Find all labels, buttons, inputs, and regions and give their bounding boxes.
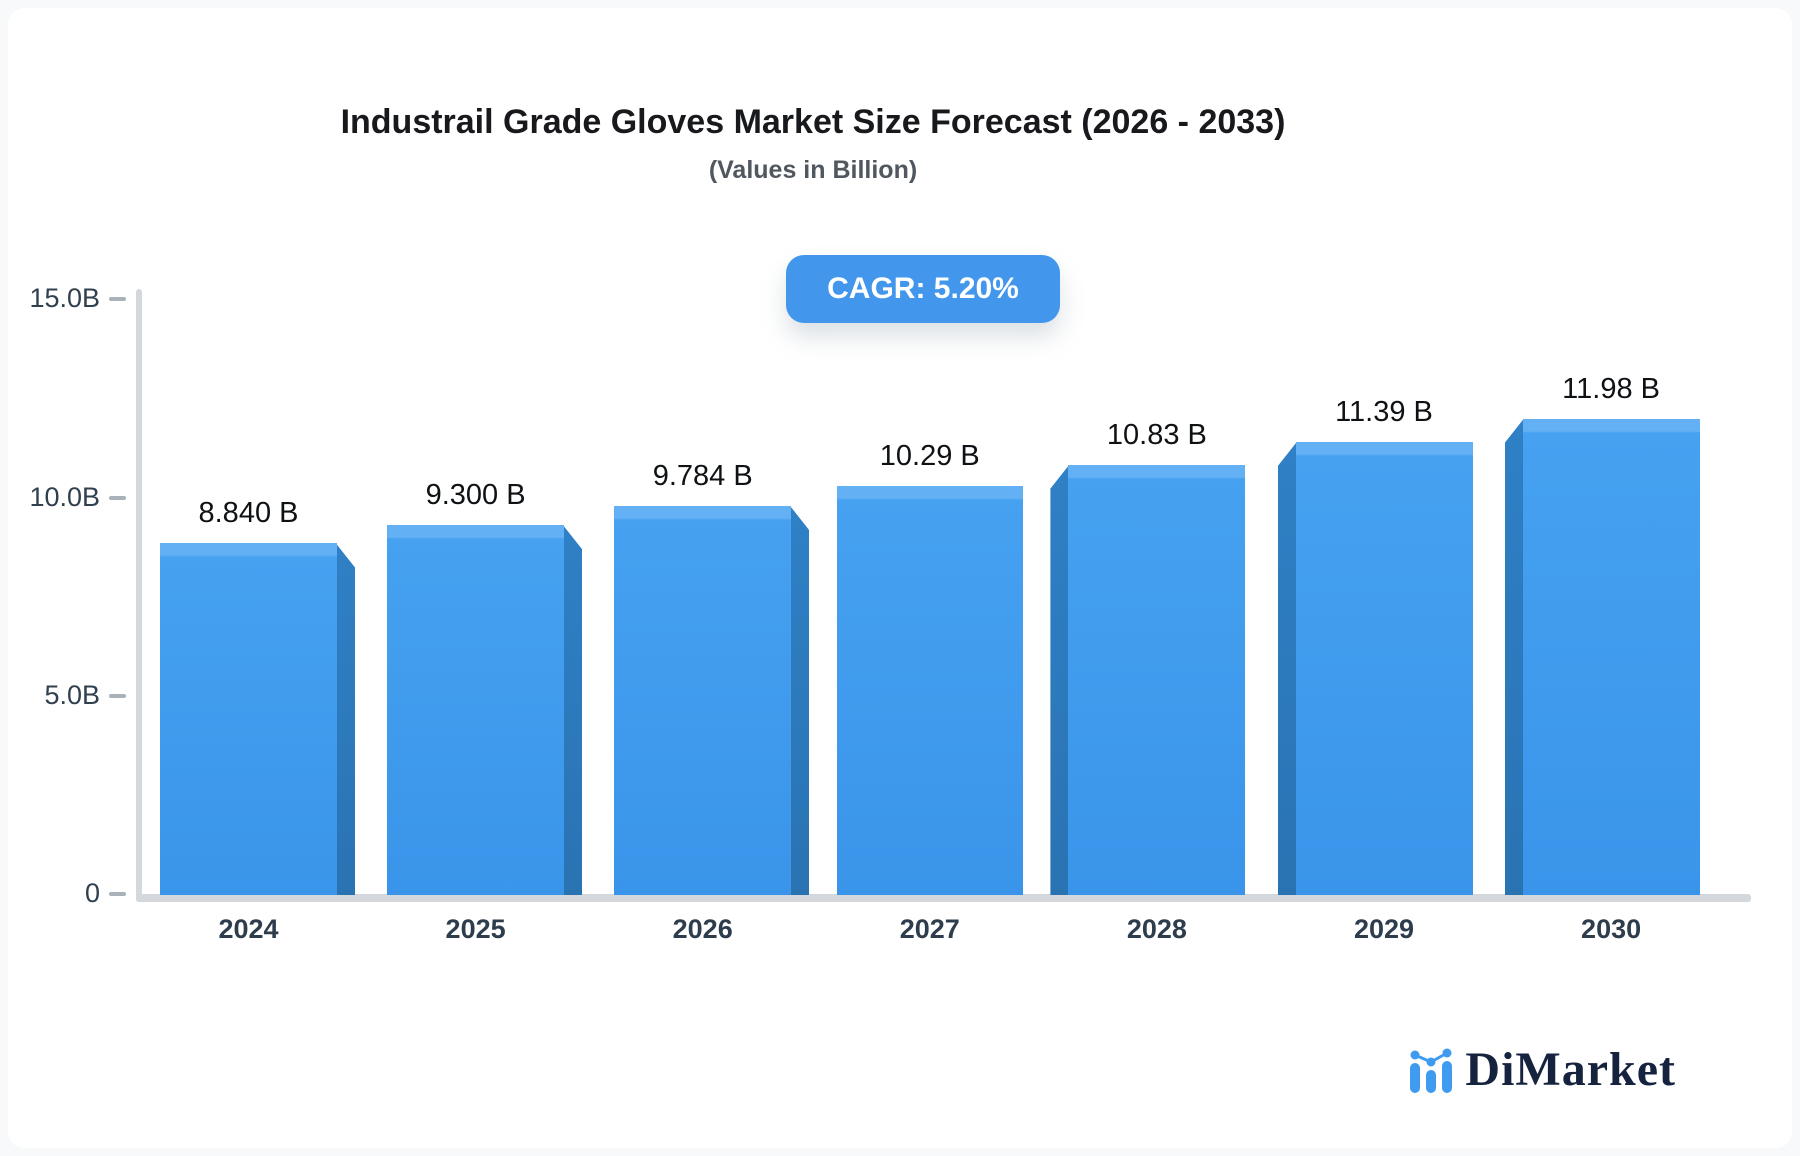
bar bbox=[1068, 464, 1246, 895]
x-tick-label: 2025 bbox=[445, 914, 506, 944]
bar-side bbox=[336, 543, 355, 895]
dimarket-bars-icon bbox=[1410, 1048, 1453, 1093]
bar-side bbox=[1504, 418, 1524, 895]
y-tick-label: 0 bbox=[84, 878, 100, 908]
bar bbox=[1295, 442, 1473, 895]
bar-value-label: 11.98 B bbox=[1562, 372, 1660, 405]
y-tick-dash bbox=[109, 495, 126, 500]
x-tick-label: 2027 bbox=[899, 914, 960, 944]
chart-card: Industrail Grade Gloves Market Size Fore… bbox=[8, 8, 1792, 1148]
bar-value-label: 9.784 B bbox=[652, 460, 753, 493]
bar-value-label: 8.840 B bbox=[198, 497, 299, 530]
bar-side bbox=[563, 525, 583, 895]
y-tick-label: 15.0B bbox=[29, 283, 100, 314]
bar-value-label: 10.83 B bbox=[1106, 418, 1207, 451]
x-tick-label: 2029 bbox=[1353, 914, 1415, 944]
x-axis-line bbox=[136, 894, 1751, 902]
x-tick-label: 2028 bbox=[1126, 914, 1187, 944]
bar-value-label: 10.29 B bbox=[879, 440, 980, 472]
y-tick-dash bbox=[109, 693, 126, 698]
bar-side bbox=[1050, 464, 1070, 895]
bar bbox=[387, 525, 565, 895]
bar bbox=[160, 543, 337, 895]
dimarket-logo-text: DiMarket bbox=[1465, 1043, 1676, 1096]
bar bbox=[836, 486, 1023, 895]
x-tick-label: 2030 bbox=[1581, 914, 1642, 944]
bar-value-label: 9.300 B bbox=[425, 479, 526, 512]
x-tick-label: 2026 bbox=[672, 914, 733, 944]
bar-chart: 0 5.0B 10.0B 15.0B 8.840 B 2024 9.300 B 2025 9.7… bbox=[8, 8, 1800, 1156]
bar bbox=[1522, 418, 1700, 895]
y-tick-dash bbox=[109, 892, 126, 896]
y-tick-label: 10.0B bbox=[29, 481, 100, 512]
chart-title: Industrail Grade Gloves Market Size Fore… bbox=[340, 103, 1286, 141]
y-tick-label: 5.0B bbox=[44, 679, 100, 710]
bar bbox=[614, 506, 792, 895]
y-tick-dash bbox=[109, 297, 126, 302]
x-tick-label: 2024 bbox=[218, 914, 279, 944]
bar-value-label: 11.39 B bbox=[1335, 396, 1433, 429]
chart-subtitle: (Values in Billion) bbox=[708, 156, 918, 184]
bar-side bbox=[1277, 442, 1297, 895]
y-axis-line bbox=[136, 289, 142, 902]
dimarket-logo: DiMarket bbox=[1409, 1042, 1676, 1097]
bar-side bbox=[790, 506, 810, 895]
cagr-badge: CAGR: 5.20% bbox=[786, 255, 1060, 323]
